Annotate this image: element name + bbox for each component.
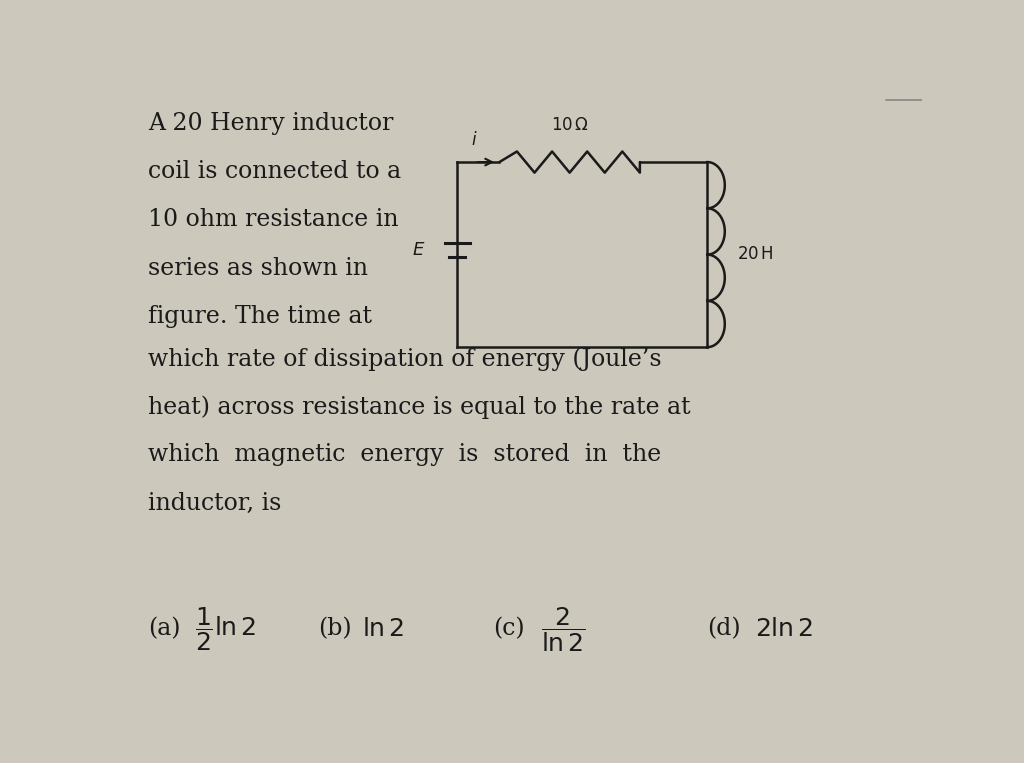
Text: coil is connected to a: coil is connected to a: [147, 160, 401, 183]
Text: 10 ohm resistance in: 10 ohm resistance in: [147, 208, 398, 231]
Text: (c): (c): [494, 617, 524, 641]
Text: $2\ln 2$: $2\ln 2$: [755, 617, 813, 641]
Text: heat) across resistance is equal to the rate at: heat) across resistance is equal to the …: [147, 395, 690, 419]
Text: figure. The time at: figure. The time at: [147, 305, 372, 328]
Text: $10\,\Omega$: $10\,\Omega$: [551, 117, 589, 134]
Text: $\dfrac{2}{\ln 2}$: $\dfrac{2}{\ln 2}$: [541, 605, 586, 654]
Text: series as shown in: series as shown in: [147, 256, 368, 280]
Text: A 20 Henry inductor: A 20 Henry inductor: [147, 112, 393, 135]
Text: which  magnetic  energy  is  stored  in  the: which magnetic energy is stored in the: [147, 443, 662, 466]
Text: $20\,\mathrm{H}$: $20\,\mathrm{H}$: [736, 246, 773, 263]
Text: inductor, is: inductor, is: [147, 491, 282, 515]
Text: which rate of dissipation of energy (Joule’s: which rate of dissipation of energy (Jou…: [147, 347, 662, 371]
Text: (a): (a): [147, 617, 180, 641]
Text: $i$: $i$: [471, 131, 477, 149]
Text: $\dfrac{1}{2}\ln 2$: $\dfrac{1}{2}\ln 2$: [196, 605, 257, 653]
Text: $\ln 2$: $\ln 2$: [362, 617, 404, 641]
Text: (b): (b): [318, 617, 352, 641]
Text: $E$: $E$: [413, 241, 426, 259]
Text: (d): (d): [708, 617, 741, 641]
